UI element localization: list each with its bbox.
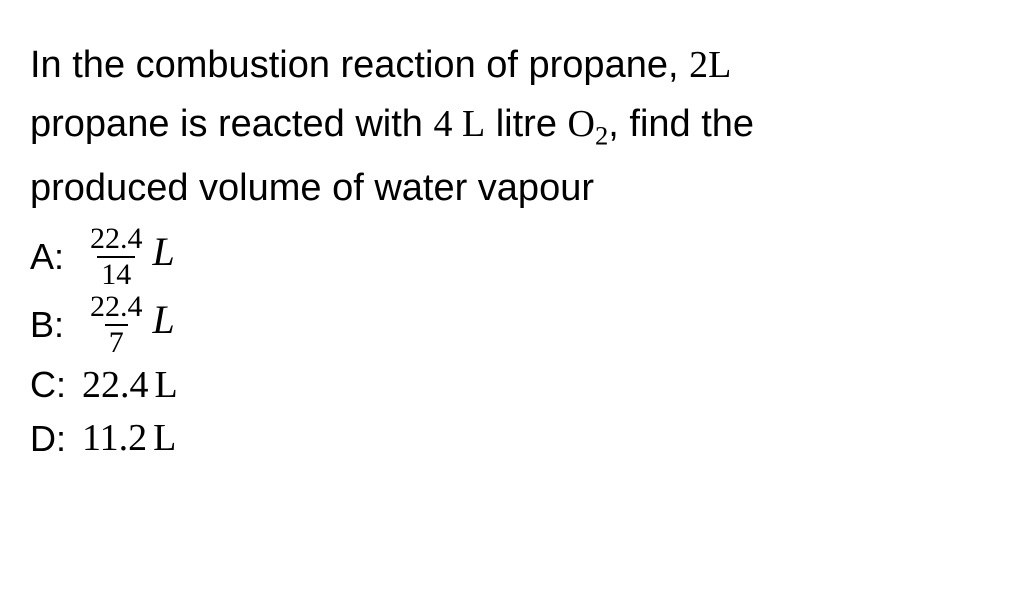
option-b: B: 22.4 7 L	[30, 292, 994, 358]
options-block: A: 22.4 14 L B: 22.4 7 L C: 22.4L	[30, 224, 994, 465]
option-c-value: 22.4L	[82, 360, 178, 411]
q-2L: 2L	[689, 44, 731, 86]
option-c-number: 22.4	[82, 364, 149, 406]
q-line2-pre: propane is reacted with	[30, 103, 433, 145]
question-line-1: In the combustion reaction of propane, 2…	[30, 40, 994, 91]
option-a-den: 14	[97, 256, 135, 290]
option-b-unit: L	[153, 297, 175, 342]
option-d-value: 11.2L	[82, 413, 176, 464]
q-O: O	[568, 103, 595, 145]
option-a-num: 22.4	[86, 224, 147, 256]
option-a: A: 22.4 14 L	[30, 224, 994, 290]
q-line2-O2: O2	[568, 103, 609, 145]
option-c-label: C:	[30, 361, 82, 410]
q-line1-math: 2L	[689, 44, 731, 86]
q-line2-4L: 4 L	[433, 103, 485, 145]
option-a-unit: L	[153, 229, 175, 274]
option-a-value: 22.4 14 L	[82, 224, 175, 290]
option-b-den: 7	[105, 324, 128, 358]
q-sub2: 2	[595, 121, 608, 151]
option-c-unit: L	[155, 364, 178, 406]
option-a-fraction: 22.4 14	[86, 224, 147, 290]
option-d-unit: L	[153, 417, 176, 459]
q-line2-post: , find the	[608, 103, 754, 145]
option-d: D: 11.2L	[30, 413, 994, 464]
q-line2-mid: litre	[485, 103, 567, 145]
option-b-label: B:	[30, 301, 82, 350]
q-line1-text: In the combustion reaction of propane,	[30, 44, 689, 86]
question-page: In the combustion reaction of propane, 2…	[0, 0, 1024, 497]
option-d-number: 11.2	[82, 417, 147, 459]
option-d-label: D:	[30, 415, 82, 464]
q-line3-text: produced volume of water vapour	[30, 167, 594, 209]
option-b-num: 22.4	[86, 292, 147, 324]
question-line-3: produced volume of water vapour	[30, 163, 994, 214]
option-b-value: 22.4 7 L	[82, 292, 175, 358]
option-a-label: A:	[30, 233, 82, 282]
option-c: C: 22.4L	[30, 360, 994, 411]
question-line-2: propane is reacted with 4 L litre O2, fi…	[30, 99, 994, 154]
option-b-fraction: 22.4 7	[86, 292, 147, 358]
